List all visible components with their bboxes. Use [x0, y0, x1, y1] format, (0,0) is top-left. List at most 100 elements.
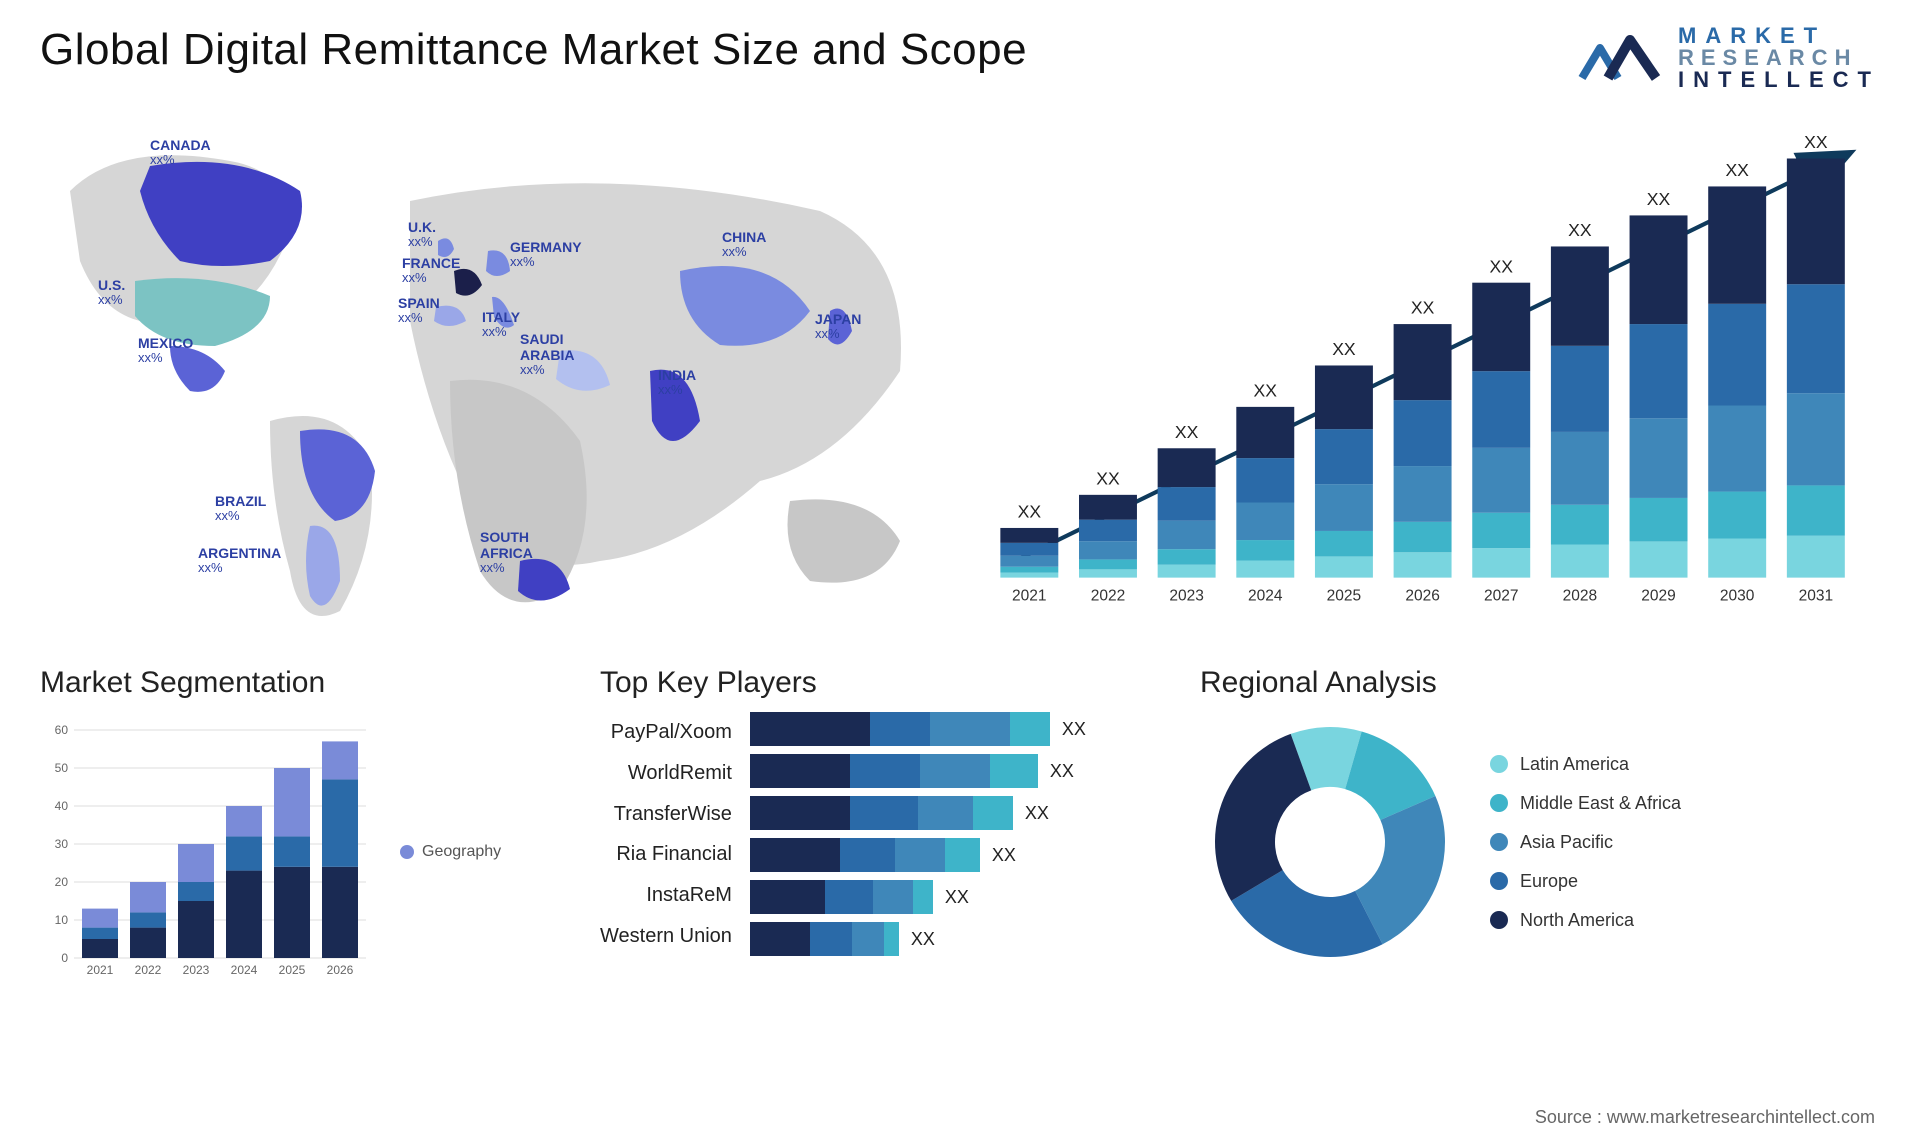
logo-line3: INTELLECT	[1678, 69, 1880, 91]
map-label-france: FRANCExx%	[402, 255, 460, 286]
svg-text:XX: XX	[1804, 132, 1828, 152]
svg-text:XX: XX	[1175, 422, 1199, 442]
player-bar	[750, 754, 1038, 788]
map-label-spain: SPAINxx%	[398, 295, 440, 326]
svg-text:2021: 2021	[87, 963, 114, 977]
players-names-col: PayPal/XoomWorldRemitTransferWiseRia Fin…	[600, 712, 732, 956]
legend-label: Europe	[1520, 871, 1578, 892]
map-label-china: CHINAxx%	[722, 229, 766, 260]
player-bar-row: XX	[750, 712, 1160, 746]
market-size-bars: XX2021XX2022XX2023XX2024XX2025XX2026XX20…	[990, 121, 1880, 641]
logo: MARKET RESEARCH INTELLECT	[1578, 25, 1880, 91]
regional-legend-item: Latin America	[1490, 754, 1681, 775]
svg-text:2029: 2029	[1641, 587, 1676, 604]
map-label-italy: ITALYxx%	[482, 309, 520, 340]
player-bar-seg	[873, 880, 913, 914]
player-value: XX	[1025, 803, 1049, 824]
svg-text:XX: XX	[1096, 468, 1120, 488]
player-bar	[750, 922, 899, 956]
player-name: Western Union	[600, 917, 732, 955]
player-bar-row: XX	[750, 796, 1160, 830]
svg-text:50: 50	[55, 761, 69, 775]
svg-text:2024: 2024	[231, 963, 258, 977]
logo-text: MARKET RESEARCH INTELLECT	[1678, 25, 1880, 91]
player-bar-seg	[850, 754, 920, 788]
player-name: PayPal/Xoom	[600, 713, 732, 751]
svg-text:XX: XX	[1018, 502, 1042, 522]
player-bar-row: XX	[750, 922, 1160, 956]
legend-swatch	[1490, 833, 1508, 851]
player-name: InstaReM	[600, 876, 732, 914]
svg-text:XX: XX	[1411, 298, 1435, 318]
player-bar-row: XX	[750, 880, 1160, 914]
map-label-india: INDIAxx%	[658, 367, 696, 398]
player-value: XX	[992, 845, 1016, 866]
player-bar-seg	[840, 838, 895, 872]
player-value: XX	[911, 929, 935, 950]
player-value: XX	[945, 887, 969, 908]
player-bar	[750, 796, 1013, 830]
player-bar-row: XX	[750, 838, 1160, 872]
player-name: Ria Financial	[600, 835, 732, 873]
player-bar-row: XX	[750, 754, 1160, 788]
legend-label: Asia Pacific	[1520, 832, 1613, 853]
map-label-mexico: MEXICOxx%	[138, 335, 193, 366]
svg-text:2024: 2024	[1248, 587, 1283, 604]
player-bar	[750, 838, 980, 872]
player-bar-seg	[750, 880, 825, 914]
svg-text:2026: 2026	[327, 963, 354, 977]
segmentation-chart: 0102030405060202120222023202420252026	[40, 712, 370, 992]
legend-swatch	[400, 845, 414, 859]
map-label-brazil: BRAZILxx%	[215, 493, 266, 524]
svg-text:2025: 2025	[1327, 587, 1362, 604]
player-bar-seg	[884, 922, 899, 956]
players-bars-col: XXXXXXXXXXXX	[750, 712, 1160, 956]
legend-label: Geography	[422, 843, 501, 861]
player-bar-seg	[973, 796, 1013, 830]
player-bar-seg	[1010, 712, 1050, 746]
regional-legend-item: Europe	[1490, 871, 1681, 892]
player-bar-seg	[918, 796, 973, 830]
header: Global Digital Remittance Market Size an…	[40, 25, 1880, 91]
player-bar-seg	[990, 754, 1038, 788]
player-bar-seg	[750, 796, 850, 830]
map-label-canada: CANADAxx%	[150, 137, 211, 168]
player-bar-seg	[930, 712, 1010, 746]
player-bar	[750, 880, 933, 914]
legend-label: North America	[1520, 910, 1634, 931]
regional-panel: Regional Analysis Latin AmericaMiddle Ea…	[1200, 666, 1880, 992]
svg-text:2022: 2022	[135, 963, 162, 977]
logo-line1: MARKET	[1678, 25, 1880, 47]
svg-text:2031: 2031	[1799, 587, 1834, 604]
map-label-saudi-arabia: SAUDIARABIAxx%	[520, 331, 574, 378]
player-bar-seg	[920, 754, 990, 788]
player-bar-seg	[750, 922, 810, 956]
map-label-u-s-: U.S.xx%	[98, 277, 125, 308]
svg-text:2021: 2021	[1012, 587, 1047, 604]
player-bar-seg	[852, 922, 884, 956]
svg-text:60: 60	[55, 723, 69, 737]
players-panel: Top Key Players PayPal/XoomWorldRemitTra…	[600, 666, 1160, 992]
legend-label: Latin America	[1520, 754, 1629, 775]
legend-label: Middle East & Africa	[1520, 793, 1681, 814]
svg-text:2023: 2023	[183, 963, 210, 977]
players-title: Top Key Players	[600, 666, 1160, 700]
map-label-u-k-: U.K.xx%	[408, 219, 436, 250]
svg-text:0: 0	[61, 951, 68, 965]
legend-swatch	[1490, 794, 1508, 812]
player-bar	[750, 712, 1050, 746]
map-label-germany: GERMANYxx%	[510, 239, 582, 270]
player-value: XX	[1050, 761, 1074, 782]
legend-swatch	[1490, 755, 1508, 773]
regional-legend-item: Asia Pacific	[1490, 832, 1681, 853]
regional-legend: Latin America Middle East & Africa Asia Pa…	[1490, 754, 1681, 931]
player-value: XX	[1062, 719, 1086, 740]
svg-text:2022: 2022	[1091, 587, 1126, 604]
segmentation-title: Market Segmentation	[40, 666, 560, 700]
player-name: TransferWise	[600, 795, 732, 833]
svg-text:2023: 2023	[1169, 587, 1204, 604]
svg-text:30: 30	[55, 837, 69, 851]
player-bar-seg	[810, 922, 852, 956]
players-chart: PayPal/XoomWorldRemitTransferWiseRia Fin…	[600, 712, 1160, 956]
svg-text:XX: XX	[1254, 381, 1278, 401]
